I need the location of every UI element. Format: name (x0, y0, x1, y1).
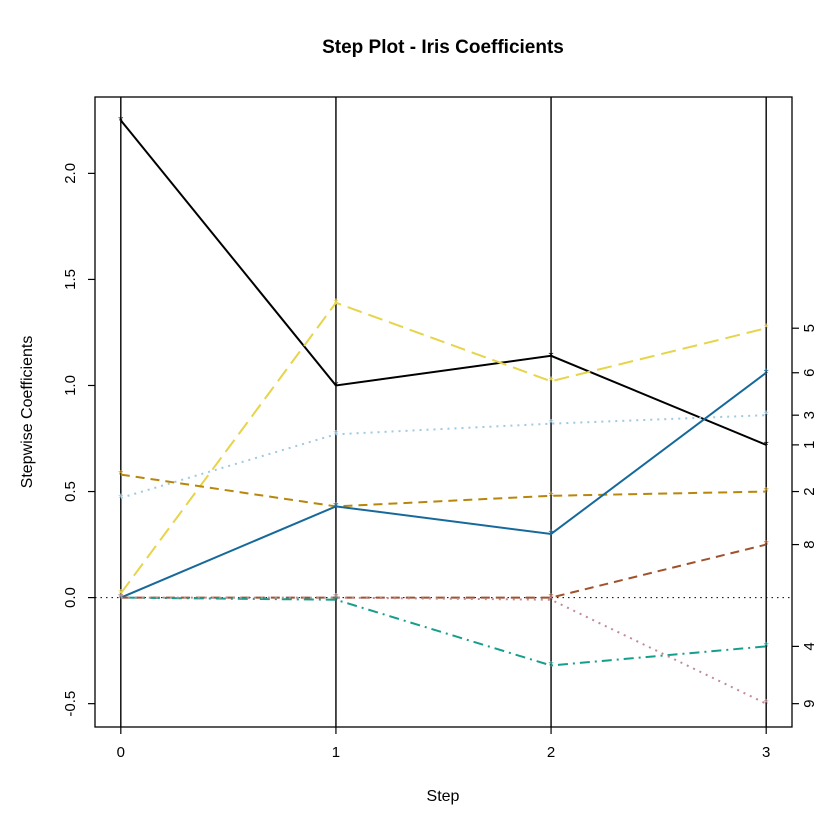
plot-border (94, 96, 793, 728)
series-line-2 (120, 473, 767, 508)
data-point-marker: * (118, 467, 123, 482)
y-tick-label: 2.0 (62, 163, 79, 184)
x-tick-label: 2 (547, 744, 555, 761)
data-point-marker: * (764, 484, 769, 499)
data-point-marker: * (549, 348, 554, 363)
y-tick-label: 0.0 (62, 587, 79, 608)
data-point-marker: * (549, 488, 554, 503)
data-point-marker: * (764, 408, 769, 423)
data-point-marker: * (549, 526, 554, 541)
data-point-marker: * (333, 592, 338, 607)
data-point-marker: * (764, 365, 769, 380)
x-tick-label: 0 (117, 744, 125, 761)
right-axis-label: 3 (801, 411, 818, 419)
data-point-marker: * (118, 586, 123, 601)
series-line-9 (120, 596, 767, 705)
x-tick-label: 3 (762, 744, 770, 761)
series-line-4 (120, 596, 767, 667)
series-line-5 (120, 301, 767, 594)
data-point-marker: * (333, 590, 338, 605)
data-point-marker: * (764, 437, 769, 452)
data-point-marker: * (549, 592, 554, 607)
data-point-marker: * (764, 639, 769, 654)
data-point-marker: * (118, 490, 123, 505)
chart-title: Step Plot - Iris Coefficients (322, 37, 564, 58)
series-line-1 (120, 119, 767, 446)
series-line-8 (120, 543, 767, 599)
right-axis-label: 1 (801, 441, 818, 449)
data-point-marker: * (333, 427, 338, 442)
y-tick-label: 1.5 (62, 269, 79, 290)
series-line-3 (120, 414, 767, 499)
right-axis-label: 5 (801, 324, 818, 332)
data-point-marker: * (118, 113, 123, 128)
data-point-marker: * (764, 696, 769, 711)
y-tick-label: 0.5 (62, 481, 79, 502)
x-tick-label: 1 (332, 744, 340, 761)
right-axis-label: 6 (801, 369, 818, 377)
y-axis-label: Stepwise Coefficients (19, 336, 36, 489)
data-point-marker: * (764, 537, 769, 552)
data-point-marker: * (333, 295, 338, 310)
data-point-marker: * (549, 590, 554, 605)
y-tick-label: -0.5 (62, 691, 79, 717)
right-axis-label: 9 (801, 699, 818, 707)
x-axis-label: Step (427, 788, 460, 805)
data-point-marker: * (549, 374, 554, 389)
right-axis-label: 4 (801, 642, 818, 650)
plot-area: 0 1 2 3-0.50.00.51.01.52.0**** 1**** 5**** 3**… (62, 96, 818, 761)
series-line-6 (120, 371, 767, 599)
data-point-marker: * (333, 590, 338, 605)
data-point-marker: * (118, 590, 123, 605)
data-point-marker: * (764, 321, 769, 336)
data-point-marker: * (549, 416, 554, 431)
y-tick-label: 1.0 (62, 375, 79, 396)
data-point-marker: * (549, 658, 554, 673)
right-axis-label: 8 (801, 540, 818, 548)
data-point-marker: * (333, 499, 338, 514)
right-axis-label: 2 (801, 487, 818, 495)
data-point-marker: * (333, 378, 338, 393)
